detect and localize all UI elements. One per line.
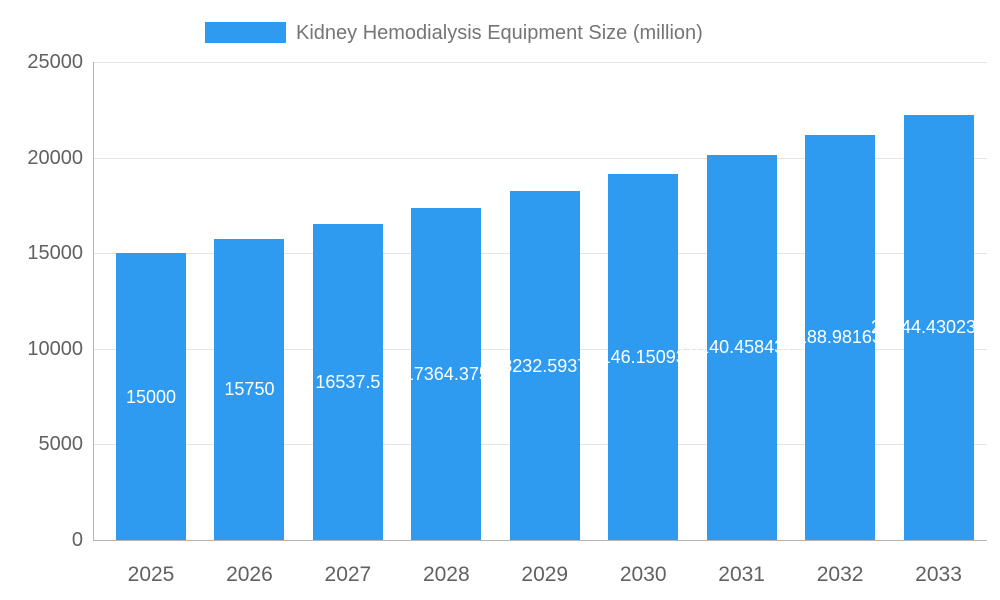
bar-2027[interactable] <box>312 223 383 540</box>
x-axis-tick-label: 2031 <box>718 563 765 586</box>
x-axis-tick-label: 2033 <box>915 563 962 586</box>
bar-value-label: 22244.43023164 <box>870 317 1000 338</box>
legend-swatch <box>205 22 286 43</box>
x-axis-tick-label: 2025 <box>127 563 175 586</box>
x-axis-tick-label: 2030 <box>619 563 667 586</box>
y-axis-tick-label: 5000 <box>38 433 84 456</box>
x-axis-tick-label: 2028 <box>422 563 470 586</box>
bar-2032[interactable] <box>805 134 876 540</box>
x-axis-tick-label: 2027 <box>324 563 372 586</box>
bar-2029[interactable] <box>509 191 580 540</box>
bar-2030[interactable] <box>608 173 679 540</box>
y-axis-line <box>93 62 94 540</box>
bar-value-label: 18232.59375 <box>492 355 598 376</box>
y-axis-tick-label: 10000 <box>27 337 83 360</box>
y-axis-tick-label: 0 <box>71 529 83 551</box>
bar-2031[interactable] <box>706 154 777 540</box>
legend-label: Kidney Hemodialysis Equipment Size (mill… <box>296 22 703 44</box>
y-axis-tick-label: 20000 <box>27 146 83 169</box>
bar-2033[interactable] <box>903 114 974 540</box>
chart-legend: Kidney Hemodialysis Equipment Size (mill… <box>0 20 1000 46</box>
bar-value-label: 16537.5 <box>315 371 381 392</box>
bar-value-label: 15750 <box>224 379 275 400</box>
bar-value-label: 21188.9816325 <box>778 327 902 348</box>
bar-value-label: 15000 <box>125 386 177 407</box>
x-axis-line <box>93 540 987 541</box>
bar-2025[interactable] <box>116 253 186 540</box>
bar-value-label: 20140.4584375 <box>679 337 805 358</box>
x-axis-tick-label: 2032 <box>816 563 864 586</box>
x-axis-tick-label: 2026 <box>226 563 273 586</box>
x-axis-tick-label: 2029 <box>521 563 569 586</box>
y-gridline <box>93 157 987 159</box>
y-axis-tick-label: 25000 <box>27 51 83 73</box>
bar-2026[interactable] <box>214 238 285 540</box>
bar-2028[interactable] <box>411 207 482 540</box>
y-gridline <box>93 62 987 63</box>
y-axis-tick-label: 15000 <box>27 242 83 265</box>
bar-value-label: 17364.375 <box>403 363 489 384</box>
bar-value-label: 19146.1509375 <box>580 346 706 367</box>
